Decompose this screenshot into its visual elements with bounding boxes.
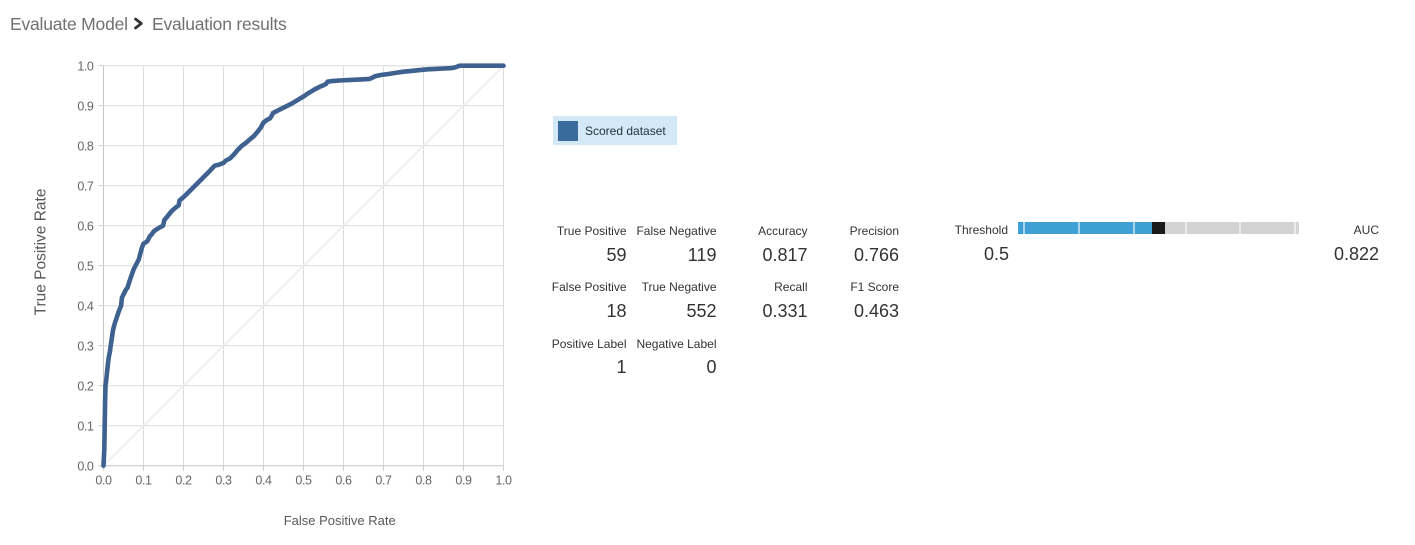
svg-text:0.1: 0.1 [77, 419, 94, 433]
svg-text:0.0: 0.0 [95, 474, 112, 488]
svg-text:0.3: 0.3 [215, 474, 232, 488]
svg-text:0.9: 0.9 [77, 99, 94, 113]
svg-text:0.7: 0.7 [77, 179, 94, 193]
svg-text:0.8: 0.8 [77, 139, 94, 153]
svg-text:0.6: 0.6 [77, 219, 94, 233]
svg-text:0.6: 0.6 [335, 474, 352, 488]
svg-text:0.1: 0.1 [135, 474, 152, 488]
svg-text:0.5: 0.5 [77, 259, 94, 273]
svg-text:0.5: 0.5 [295, 474, 312, 488]
svg-text:0.4: 0.4 [255, 474, 272, 488]
svg-text:0.0: 0.0 [77, 459, 94, 473]
svg-text:True Positive Rate: True Positive Rate [33, 189, 50, 316]
svg-text:0.8: 0.8 [415, 474, 432, 488]
svg-text:0.3: 0.3 [77, 339, 94, 353]
svg-text:0.2: 0.2 [175, 474, 192, 488]
svg-text:0.9: 0.9 [455, 474, 472, 488]
svg-text:False Positive Rate: False Positive Rate [284, 513, 396, 528]
svg-text:0.2: 0.2 [77, 379, 94, 393]
svg-text:1.0: 1.0 [77, 59, 94, 73]
svg-text:0.4: 0.4 [77, 299, 94, 313]
svg-text:0.7: 0.7 [375, 474, 392, 488]
svg-text:1.0: 1.0 [495, 474, 512, 488]
